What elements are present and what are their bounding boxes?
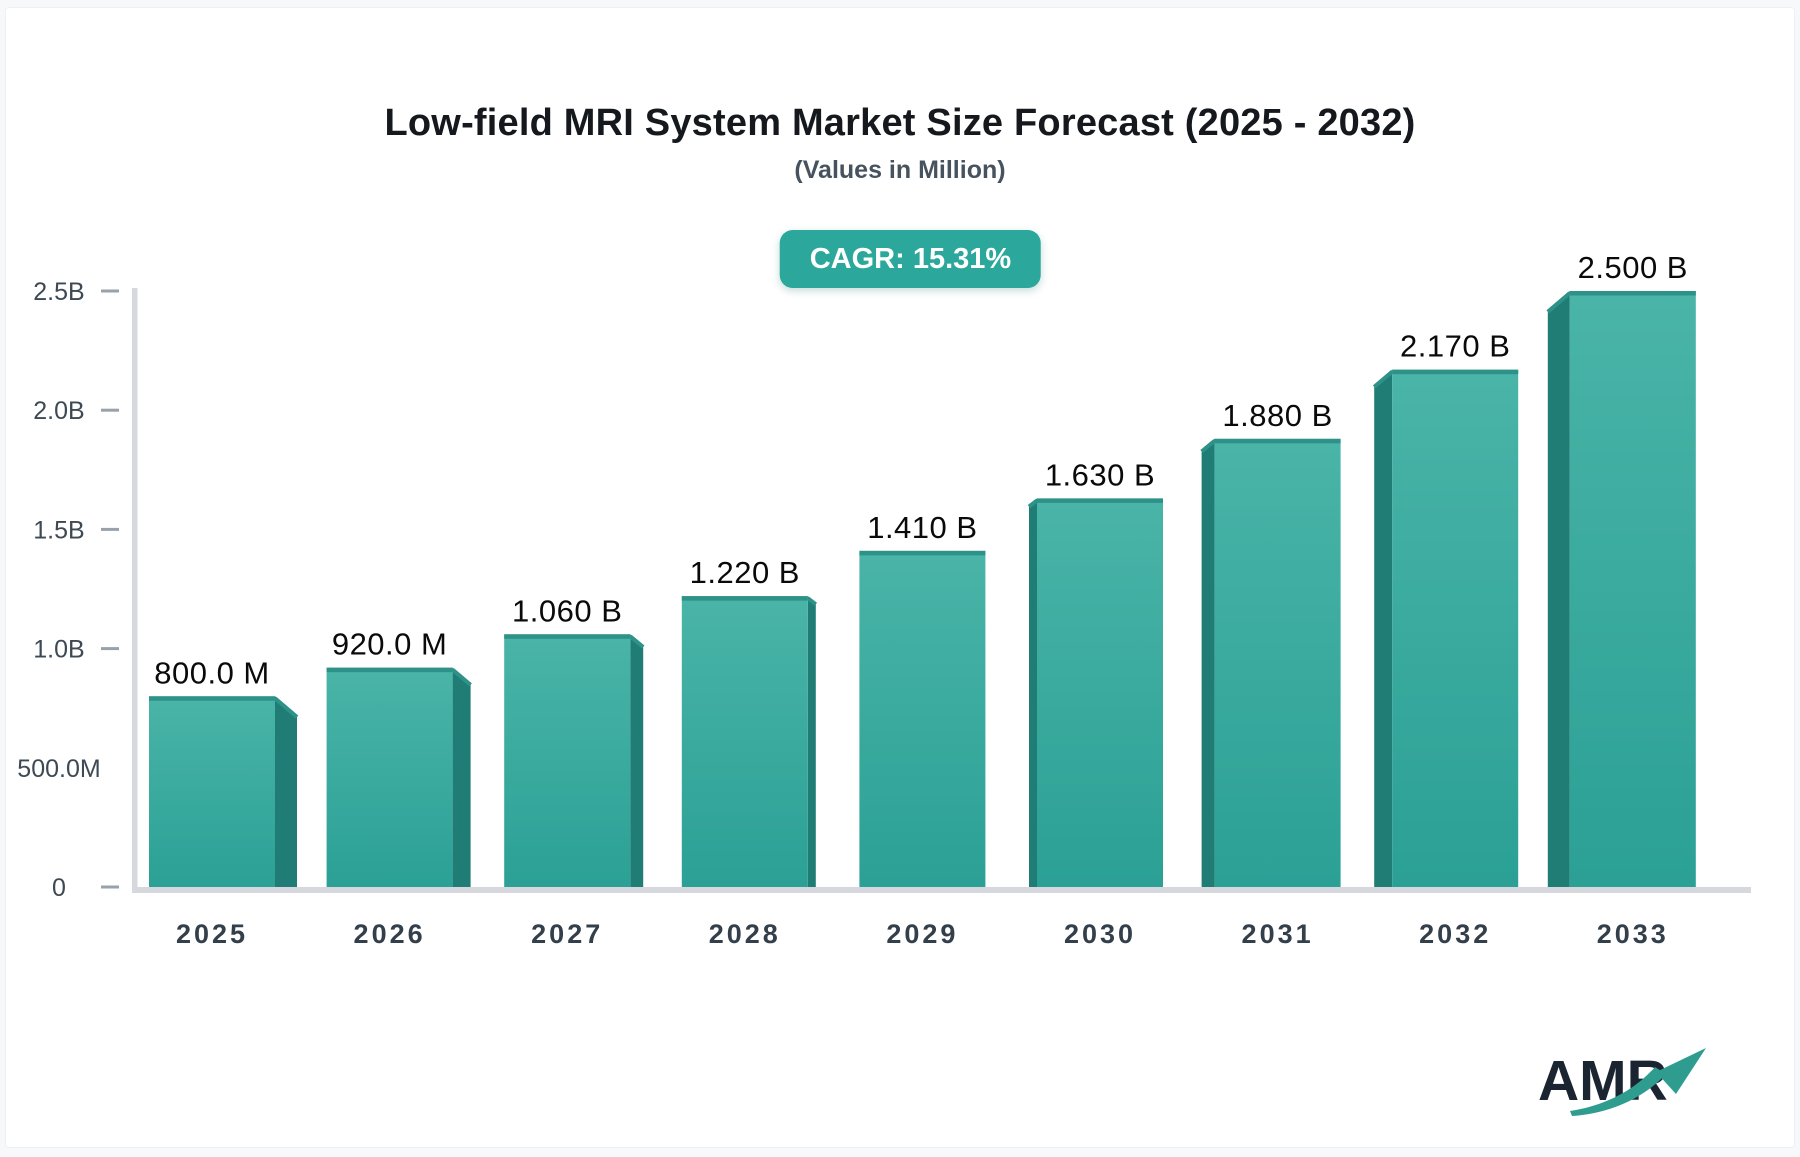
chart-card: Low-field MRI System Market Size Forecas… — [5, 7, 1795, 1148]
bar-value-label: 920.0 M — [332, 627, 448, 662]
bar-top-edge — [504, 634, 631, 639]
bar-top-edge — [326, 667, 453, 673]
y-axis-label: 500.0M — [17, 755, 100, 783]
y-axis-tick — [101, 647, 119, 651]
bar-value-label: 2.500 B — [1578, 250, 1688, 285]
y-axis-tick — [101, 289, 119, 293]
bar-side-face — [1201, 438, 1215, 889]
x-axis-label: 2028 — [709, 919, 781, 949]
chart-title: Low-field MRI System Market Size Forecas… — [384, 102, 1416, 144]
cagr-badge: CAGR: 15.31% — [779, 230, 1042, 288]
x-axis-label: 2026 — [354, 919, 426, 949]
bar-bevel-edge — [1027, 498, 1039, 509]
bar-top-edge — [1569, 291, 1696, 296]
bar-2029 — [859, 550, 986, 889]
bar-2028 — [681, 596, 808, 889]
bar-2030 — [1037, 498, 1163, 889]
y-axis-tick — [101, 408, 119, 412]
bar-side-face — [1547, 291, 1570, 889]
bar-2033 — [1569, 291, 1696, 889]
bar-bevel-edge — [806, 596, 818, 606]
bar-top-edge — [1037, 498, 1163, 503]
x-axis-label: 2030 — [1064, 919, 1136, 949]
bar-top-edge — [149, 696, 275, 701]
bar-bevel-edge — [273, 696, 299, 719]
bar-top-edge — [681, 596, 808, 601]
bar-side-face — [630, 634, 644, 889]
y-axis-line — [132, 288, 138, 893]
y-axis-label: 2.5B — [33, 278, 84, 306]
y-axis-label: 2.0B — [33, 397, 84, 425]
bar-2027 — [504, 634, 631, 889]
x-axis-label: 2025 — [176, 919, 248, 949]
amr-logo-graphic: AMR — [1538, 1048, 1706, 1116]
bar-2025 — [149, 696, 275, 889]
bar-side-face — [275, 696, 297, 889]
bar-value-label: 800.0 M — [154, 655, 270, 690]
y-axis-label: 1.5B — [33, 516, 84, 544]
x-axis-label: 2029 — [886, 919, 958, 949]
bar-bevel-edge — [1200, 439, 1216, 454]
x-axis-line — [132, 887, 1751, 893]
y-axis-tick — [101, 527, 119, 531]
bar-2026 — [326, 667, 453, 889]
chart-subtitle: (Values in Million) — [794, 156, 1006, 184]
bar-side-face — [1029, 498, 1037, 889]
x-axis-label: 2031 — [1242, 919, 1314, 949]
bar-bevel-edge — [1546, 291, 1572, 314]
bar-value-label: 1.220 B — [690, 555, 800, 590]
y-axis-label: 1.0B — [33, 636, 84, 664]
bar-value-label: 1.410 B — [867, 510, 977, 545]
bar-bevel-edge — [628, 634, 645, 649]
amr-logo: AMR — [1530, 1036, 1730, 1128]
bar-2032 — [1392, 369, 1519, 889]
bar-value-label: 1.060 B — [512, 593, 622, 628]
bar-top-edge — [1214, 438, 1341, 444]
bar-top-edge — [1392, 369, 1519, 375]
y-axis-label: 0 — [52, 874, 66, 902]
bar-side-face — [452, 667, 471, 889]
bar-2031 — [1214, 438, 1341, 889]
x-axis-label: 2027 — [531, 919, 603, 949]
logo-arrowhead-icon — [1656, 1048, 1706, 1094]
bar-value-label: 1.880 B — [1222, 398, 1332, 433]
bar-side-face — [807, 596, 816, 889]
bar-value-label: 1.630 B — [1045, 457, 1155, 492]
bar-side-face — [1374, 369, 1393, 889]
bar-bevel-edge — [451, 668, 472, 687]
bar-value-label: 2.170 B — [1400, 329, 1510, 364]
bar-bevel-edge — [1372, 370, 1394, 389]
bar-top-edge — [859, 550, 986, 556]
x-axis-label: 2033 — [1597, 919, 1669, 949]
x-axis-label: 2032 — [1419, 919, 1491, 949]
y-axis-tick — [101, 885, 119, 889]
